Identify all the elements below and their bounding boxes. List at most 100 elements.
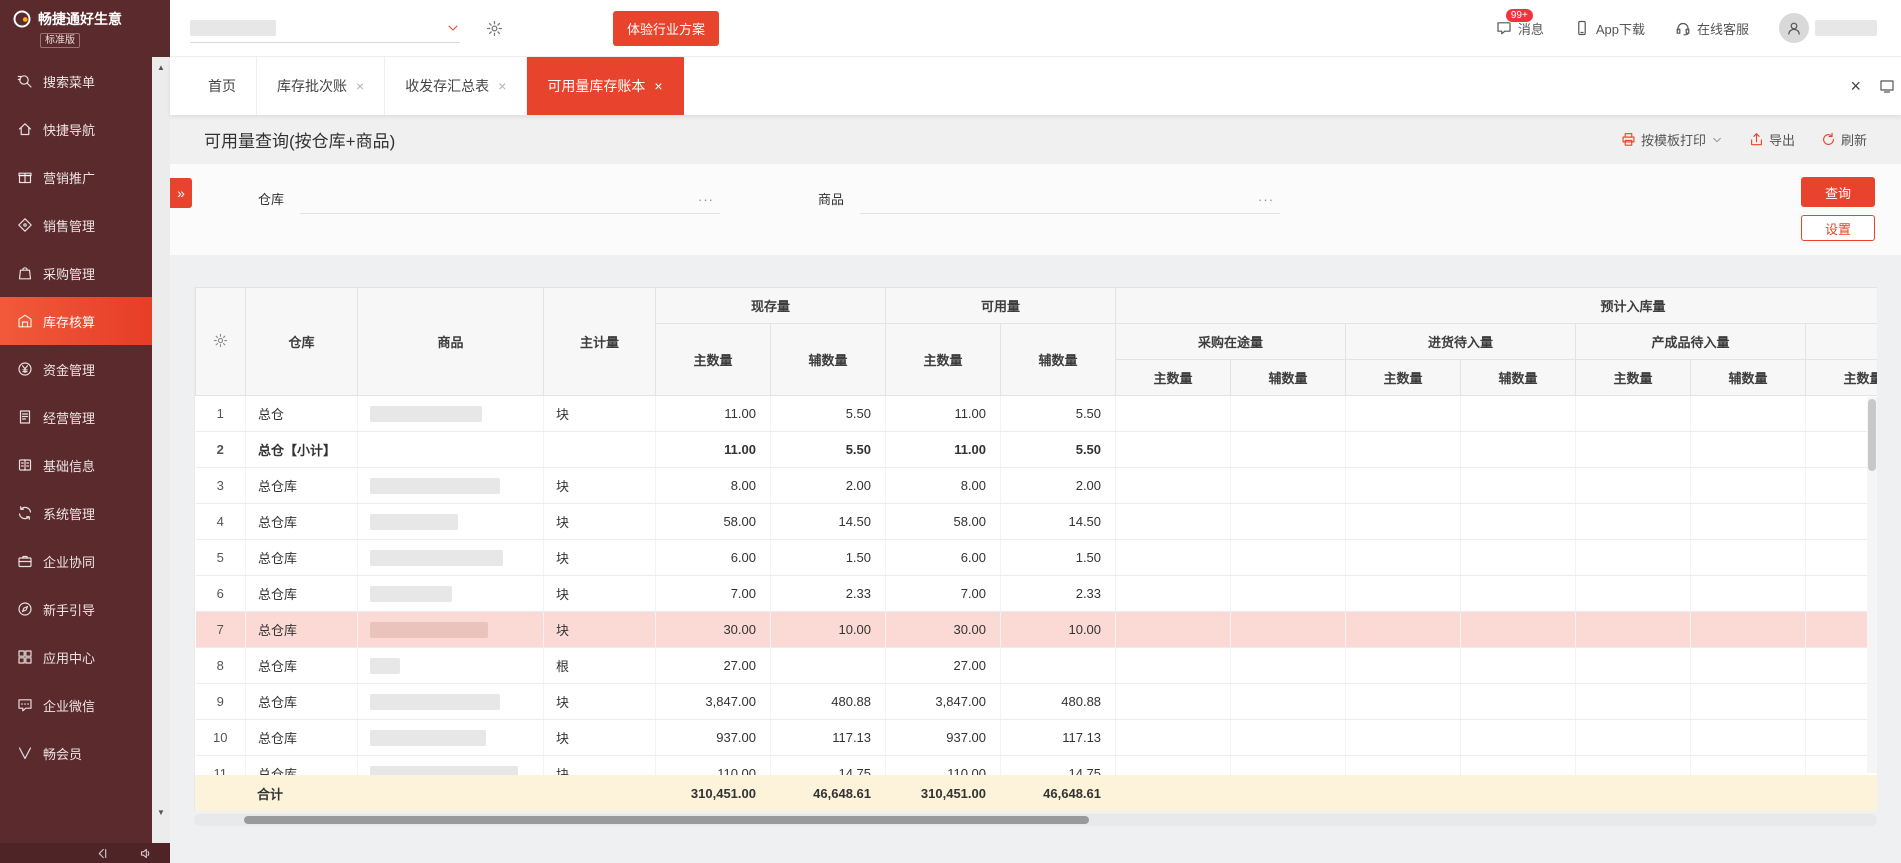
vertical-scrollbar-thumb[interactable] [1868,399,1876,471]
sidebar-item-13[interactable]: 应用中心 [0,633,152,681]
cell-qty [1690,775,1805,811]
tab-2[interactable]: 库存批次账 × [257,57,386,115]
cell-qty: 2.33 [770,575,887,612]
tab-3[interactable]: 收发存汇总表 × [385,57,528,115]
wechat-icon [17,697,33,713]
scroll-up-arrow-icon[interactable]: ▲ [157,63,165,72]
refresh-button[interactable]: 刷新 [1821,130,1867,149]
tabbar-actions: × [1850,57,1901,115]
table-row-5[interactable]: 5 总仓库块 6.00 1.50 6.00 1.50 [195,539,1877,576]
table-row-4[interactable]: 4 总仓库块 58.00 14.50 58.00 14.50 [195,503,1877,540]
product-picker-dots[interactable]: ··· [1258,192,1275,207]
tab-1[interactable]: 首页 [188,57,257,115]
cell-qty [1345,539,1462,576]
table-row-11[interactable]: 11 总仓库块 110.00 14.75 110.00 14.75 [195,755,1877,775]
cell-qty: 6.00 [885,539,1002,576]
table-row-2[interactable]: 2 总仓【小计】 11.00 5.50 11.00 5.50 [195,431,1877,468]
sidebar-item-7[interactable]: 资金管理 [0,345,152,393]
table-row-10[interactable]: 10 总仓库块 937.00 117.13 937.00 117.13 [195,719,1877,756]
tab-bar: 首页 库存批次账 × 收发存汇总表 × 可用量库存账本 × × [170,57,1901,115]
cell-warehouse: 总仓库 [245,611,358,648]
header-cell: 主数量 [1345,359,1462,396]
warehouse-picker-dots[interactable]: ··· [698,192,715,207]
cell-index: 9 [195,683,246,720]
table-row-3[interactable]: 3 总仓库块 8.00 2.00 8.00 2.00 [195,467,1877,504]
cell-qty [1575,467,1692,504]
cell-warehouse: 总仓库 [245,755,358,775]
product-input[interactable]: ··· [860,186,1281,214]
sidebar-item-12[interactable]: 新手引导 [0,585,152,633]
cell-index: 3 [195,467,246,504]
tab-label: 库存批次账 [277,78,347,94]
tab-close-icon[interactable]: × [498,78,507,94]
sidebar-item-9[interactable]: 基础信息 [0,441,152,489]
redacted-product [370,549,503,566]
sidebar-item-14[interactable]: 企业微信 [0,681,152,729]
table-row-6[interactable]: 6 总仓库块 7.00 2.33 7.00 2.33 [195,575,1877,612]
tab-close-icon[interactable]: × [654,78,663,94]
sidebar-item-10[interactable]: 系统管理 [0,489,152,537]
tabs-list-icon[interactable] [1879,78,1895,94]
tab-label: 可用量库存账本 [547,78,646,94]
chevron-down-icon [446,21,460,35]
cell-unit: 块 [543,755,656,775]
gear-icon[interactable] [486,20,503,37]
horizontal-scrollbar[interactable] [194,814,1877,826]
column-settings-icon[interactable] [195,287,246,396]
query-button[interactable]: 查询 [1801,177,1875,207]
cell-qty: 937.00 [655,719,771,756]
cell-qty: 1.50 [1000,539,1117,576]
sidebar-item-8[interactable]: 经营管理 [0,393,152,441]
close-icon[interactable]: × [1850,75,1861,96]
sidebar-item-2[interactable]: 快捷导航 [0,105,152,153]
sidebar-item-4[interactable]: 销售管理 [0,201,152,249]
collapse-sidebar-icon[interactable] [96,847,109,860]
cell-qty [1115,539,1232,576]
tab-4[interactable]: 可用量库存账本 × [527,57,684,115]
headset-icon [1675,20,1691,36]
table-row-7[interactable]: 7 总仓库块 30.00 10.00 30.00 10.00 [195,611,1877,648]
experience-plan-button[interactable]: 体验行业方案 [613,10,720,46]
online-service-button[interactable]: 在线客服 [1675,19,1749,38]
app-download-button[interactable]: App下载 [1574,19,1645,38]
redacted-product [370,477,500,494]
sidebar-scrollbar[interactable]: ▲ ▼ [152,57,170,843]
warehouse-input[interactable]: ··· [300,186,721,214]
table-row-9[interactable]: 9 总仓库块 3,847.00 480.88 3,847.00 480.88 [195,683,1877,720]
tab-close-icon[interactable]: × [356,78,365,94]
sidebar-item-5[interactable]: 采购管理 [0,249,152,297]
scroll-down-arrow-icon[interactable]: ▼ [157,808,165,817]
user-menu[interactable] [1779,13,1877,43]
cell-qty [1115,431,1232,468]
sidebar-item-1[interactable]: 搜索菜单 [0,57,152,105]
vertical-scrollbar[interactable] [1867,397,1877,773]
cell-qty [1460,431,1577,468]
sidebar-item-label: 系统管理 [43,506,96,522]
settings-button[interactable]: 设置 [1801,215,1875,241]
speaker-icon[interactable] [139,847,152,860]
sidebar-item-15[interactable]: 畅会员 [0,729,152,777]
cell-qty: 14.50 [1000,503,1117,540]
sidebar-item-3[interactable]: 营销推广 [0,153,152,201]
cell-qty [1115,575,1232,612]
printer-icon [1621,132,1636,147]
sidebar-item-6[interactable]: 库存核算 [0,297,152,345]
horizontal-scrollbar-thumb[interactable] [244,816,1089,824]
sidebar-item-11[interactable]: 企业协同 [0,537,152,585]
info-icon [17,457,33,473]
cell-product [357,719,544,756]
cell-qty [1460,775,1575,811]
cell-qty: 11.00 [885,395,1002,432]
table-row-8[interactable]: 8 总仓库根 27.00 27.00 [195,647,1877,684]
cell-qty [1575,683,1692,720]
cell-qty [1230,503,1347,540]
bag-icon [17,265,33,281]
messages-button[interactable]: 99+ 消息 [1496,7,1544,38]
main-area: 体验行业方案 99+ 消息 App下载 在线客服 [170,0,1901,863]
filter-expand-button[interactable]: » [170,178,192,208]
export-icon [1749,132,1764,147]
table-row-1[interactable]: 1 总仓块 11.00 5.50 11.00 5.50 [195,395,1877,432]
print-template-button[interactable]: 按模板打印 [1621,130,1723,149]
org-select[interactable] [190,13,460,43]
export-button[interactable]: 导出 [1749,130,1795,149]
